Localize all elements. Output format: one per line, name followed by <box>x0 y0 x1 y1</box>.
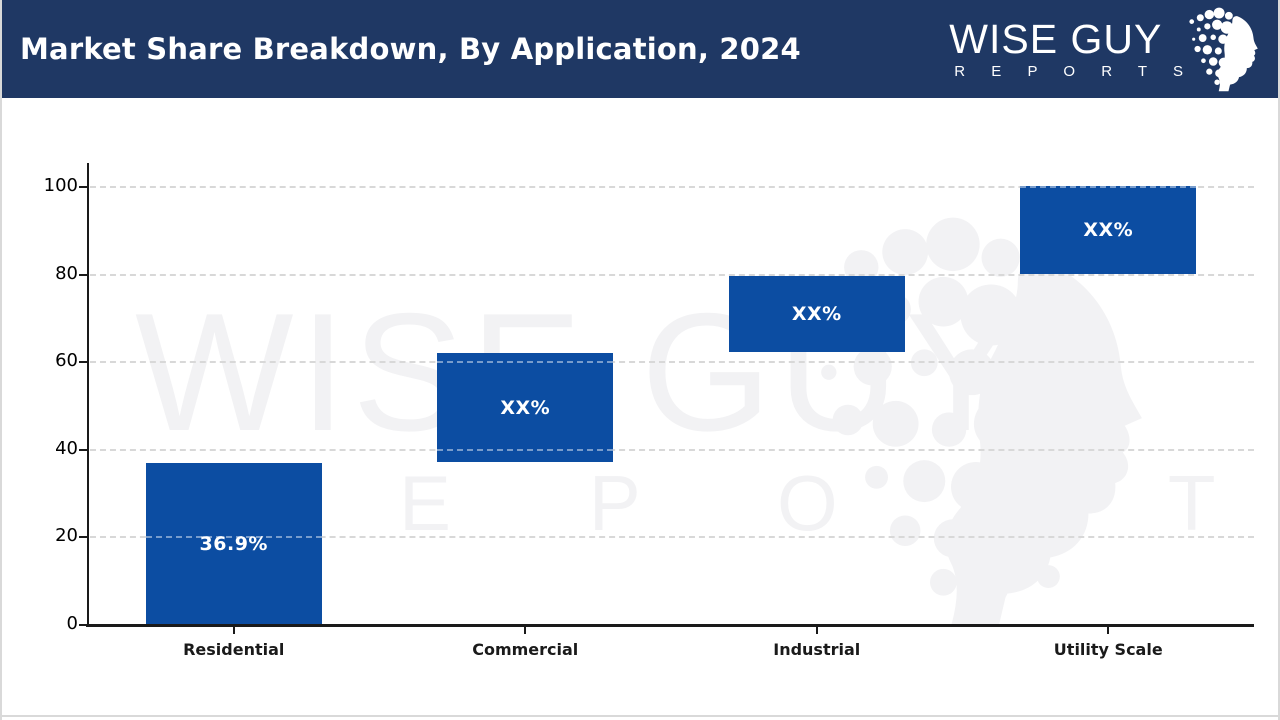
brand-subtitle: R E P O R T S <box>954 62 1194 80</box>
y-axis-tickmark <box>79 624 88 626</box>
right-border <box>1278 0 1280 720</box>
gridline-over-bar <box>1020 185 1197 188</box>
y-axis-tick-label: 80 <box>55 262 78 284</box>
x-axis-tickmark <box>524 625 527 634</box>
y-axis-line <box>87 163 89 627</box>
bar-residential: 36.9% <box>145 463 322 625</box>
gridline-over-bar <box>145 536 322 539</box>
bar-value-label: 36.9% <box>199 533 268 556</box>
y-axis-tickmark <box>79 448 88 451</box>
x-axis-line <box>86 624 1254 627</box>
gridline-40 <box>90 448 1254 451</box>
left-border <box>0 0 2 720</box>
y-axis-tickmark <box>79 361 88 364</box>
brand-logo: WISE GUY R E P O R T S <box>949 6 1266 92</box>
y-axis-tickmark <box>79 186 88 188</box>
y-axis-tick-label: 20 <box>55 525 78 547</box>
gridline-80 <box>90 273 1254 276</box>
bar-value-label: XX% <box>791 303 842 325</box>
gridline-over-bar <box>437 361 614 364</box>
brand-head-icon <box>1189 7 1258 92</box>
x-axis-category-label: Residential <box>183 640 285 659</box>
page-title: Market Share Breakdown, By Application, … <box>20 32 801 66</box>
bar-industrial: XX% <box>728 275 905 353</box>
gridline-20 <box>90 536 1254 539</box>
bar-value-label: XX% <box>500 396 551 419</box>
footer-divider <box>0 715 1280 717</box>
y-axis-tick-label: 0 <box>66 613 78 634</box>
y-axis-tickmark <box>79 536 88 539</box>
x-axis-category-label: Commercial <box>472 640 579 659</box>
x-axis-category-label: Utility Scale <box>1053 640 1163 659</box>
y-axis-tick-label: 60 <box>55 350 78 372</box>
gridline-over-bar <box>437 448 614 451</box>
gridline-60 <box>90 361 1254 364</box>
y-axis-tickmark <box>79 273 88 276</box>
gridline-100 <box>90 186 1254 188</box>
brand-logo-text: WISE GUY R E P O R T S <box>949 16 1194 80</box>
header-bar: Market Share Breakdown, By Application, … <box>0 0 1280 98</box>
bar-utility-scale: XX% <box>1020 185 1197 274</box>
y-axis-tick-label: 100 <box>43 175 78 196</box>
x-axis-tickmark <box>815 625 818 634</box>
bar-commercial: XX% <box>437 353 614 462</box>
watermark-head-icon <box>807 217 1142 627</box>
y-axis-tick-label: 40 <box>55 437 78 459</box>
x-axis-tickmark <box>232 625 235 634</box>
brand-name: WISE GUY <box>949 16 1163 63</box>
bar-value-label: XX% <box>1083 218 1134 241</box>
x-axis-tickmark <box>1107 625 1110 634</box>
x-axis-category-label: Industrial <box>773 640 861 659</box>
